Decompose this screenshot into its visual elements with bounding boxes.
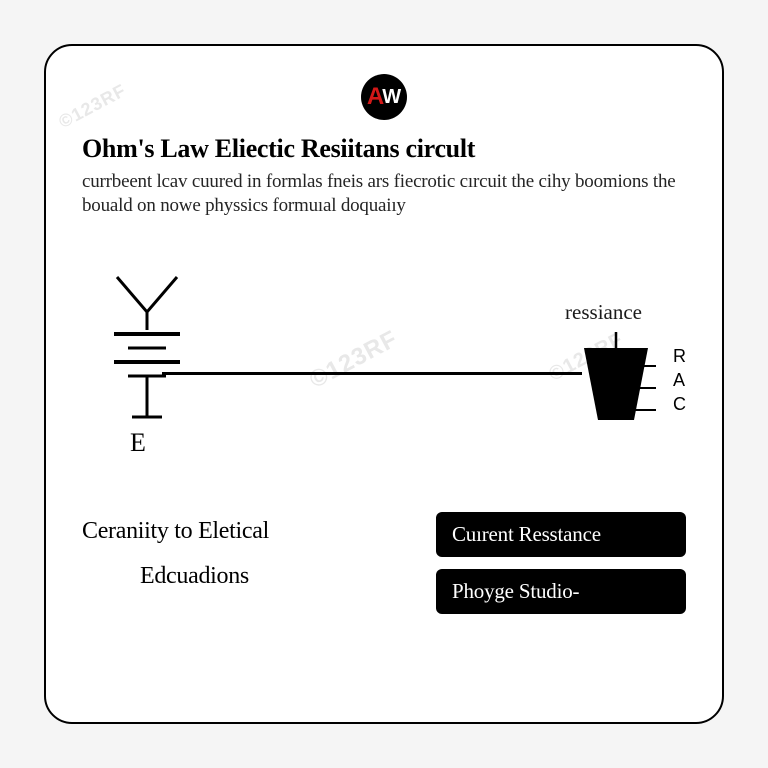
caption-line-1: Ceraniity to Eletical	[82, 518, 412, 545]
lead-label-r: R	[673, 344, 686, 368]
circuit-diagram: E ressiance R A C	[82, 252, 686, 502]
page-title: Ohm's Law Eliectic Resiitans circult	[82, 134, 686, 164]
tag-button-group: Cuırent Resstance Phoyge Studio-	[436, 512, 686, 614]
tag-current-resistance[interactable]: Cuırent Resstance	[436, 512, 686, 557]
brand-logo: A W	[361, 74, 407, 120]
diagram-card: ©123RF ©123RF ©123RF A W Ohm's Law Eliec…	[44, 44, 724, 724]
lead-label-a: A	[673, 368, 686, 392]
resistor-lead-labels: R A C	[673, 344, 686, 416]
battery-symbol	[102, 272, 192, 432]
lead-label-c: C	[673, 392, 686, 416]
wire-line	[162, 372, 582, 375]
description-text: currbeent lcav cuured in formlas fneis a…	[82, 170, 686, 218]
resistor-symbol	[576, 332, 656, 437]
logo-letter-w: W	[382, 86, 401, 109]
bottom-row: Ceraniity to Eletical Edcuadions Cuırent…	[82, 512, 686, 614]
battery-label: E	[130, 428, 146, 458]
tag-phoyge-studio[interactable]: Phoyge Studio-	[436, 569, 686, 614]
logo-row: A W	[82, 74, 686, 120]
left-caption-group: Ceraniity to Eletical Edcuadions	[82, 512, 412, 590]
resistance-label: ressiance	[565, 300, 642, 325]
caption-line-2: Edcuadions	[140, 563, 412, 590]
